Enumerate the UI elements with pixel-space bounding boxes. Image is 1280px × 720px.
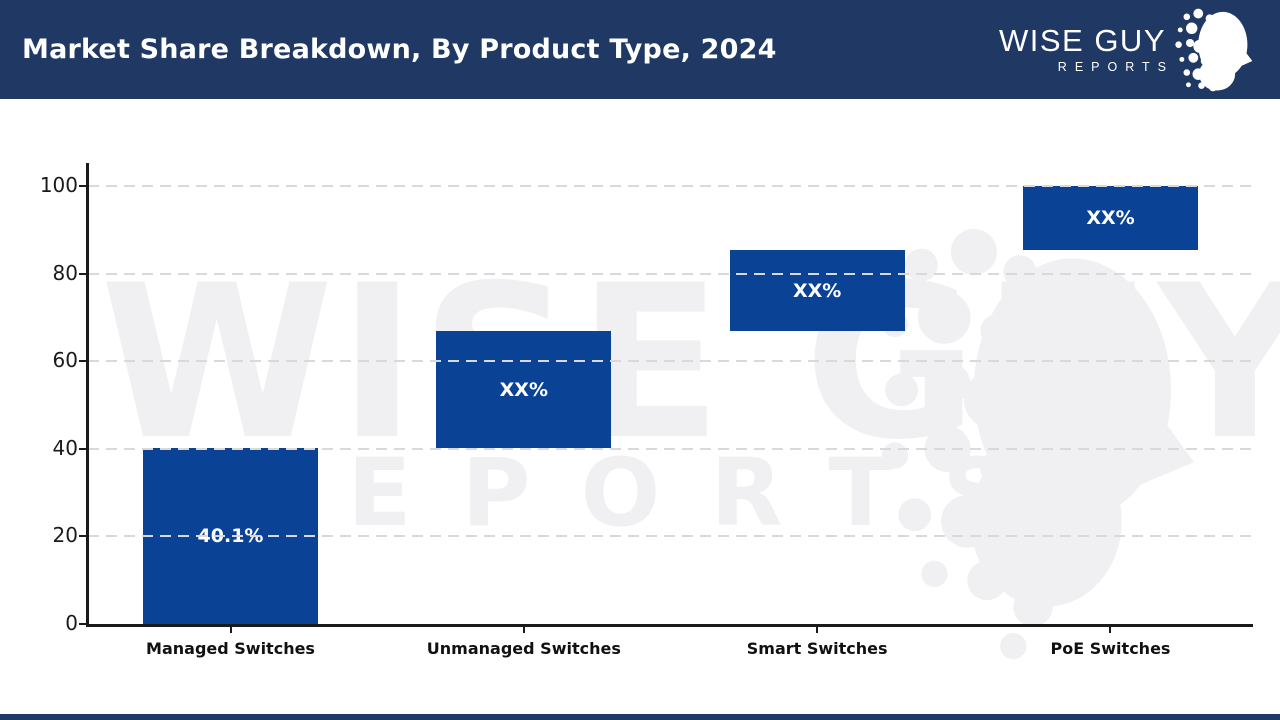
gridline <box>88 535 1253 538</box>
y-axis-tick <box>79 623 87 625</box>
y-tick-label: 60 <box>52 348 78 373</box>
y-axis-tick <box>79 272 87 275</box>
y-tick-label: 40 <box>52 435 78 460</box>
gridline <box>88 447 1253 450</box>
bar-value-label: XX% <box>792 279 842 302</box>
x-axis-tick <box>1109 626 1112 633</box>
logo-primary-text: WISE GUY <box>998 23 1166 58</box>
y-tick-label: 0 <box>65 611 78 635</box>
y-axis-line <box>86 163 89 626</box>
x-axis-line <box>86 624 1253 627</box>
header-bar: Market Share Breakdown, By Product Type,… <box>0 0 1280 99</box>
logo-face-icon <box>1175 8 1253 91</box>
bar: XX% <box>1022 186 1198 250</box>
y-tick-label: 80 <box>52 260 78 285</box>
x-category-label: PoE Switches <box>1050 639 1171 658</box>
y-axis-tick <box>79 447 87 450</box>
page-title: Market Share Breakdown, By Product Type,… <box>22 34 777 65</box>
logo-secondary-text: REPORTS <box>1057 60 1174 74</box>
x-axis-tick <box>816 626 819 633</box>
y-tick-label: 100 <box>39 173 78 197</box>
chart-area: WISE GUY REPORTS 40.1% XX% XX% XX% 0 20 40 60 8… <box>0 99 1280 714</box>
logo-wordmark: WISE GUY REPORTS <box>999 25 1166 74</box>
footer-bar <box>0 714 1280 720</box>
bar-value-label: XX% <box>499 378 548 401</box>
watermark-text-secondary: REPORTS <box>225 439 1061 548</box>
y-axis-tick <box>79 185 87 187</box>
y-axis-tick <box>79 535 87 538</box>
y-tick-label: 20 <box>52 523 78 548</box>
x-axis-tick <box>522 626 525 633</box>
watermark-face-icon <box>881 228 1194 660</box>
x-category-label: Unmanaged Switches <box>426 639 621 658</box>
gridline <box>88 185 1253 187</box>
bar-value-label: XX% <box>1086 206 1135 229</box>
x-category-label: Managed Switches <box>146 639 315 658</box>
bar: XX% <box>436 331 612 449</box>
x-category-label: Smart Switches <box>746 639 888 658</box>
gridline <box>88 272 1253 275</box>
brand-logo: WISE GUY REPORTS <box>999 7 1254 93</box>
x-axis-tick <box>229 626 232 633</box>
gridline <box>88 360 1253 363</box>
bar: XX% <box>729 249 905 332</box>
y-axis-tick <box>79 360 87 363</box>
